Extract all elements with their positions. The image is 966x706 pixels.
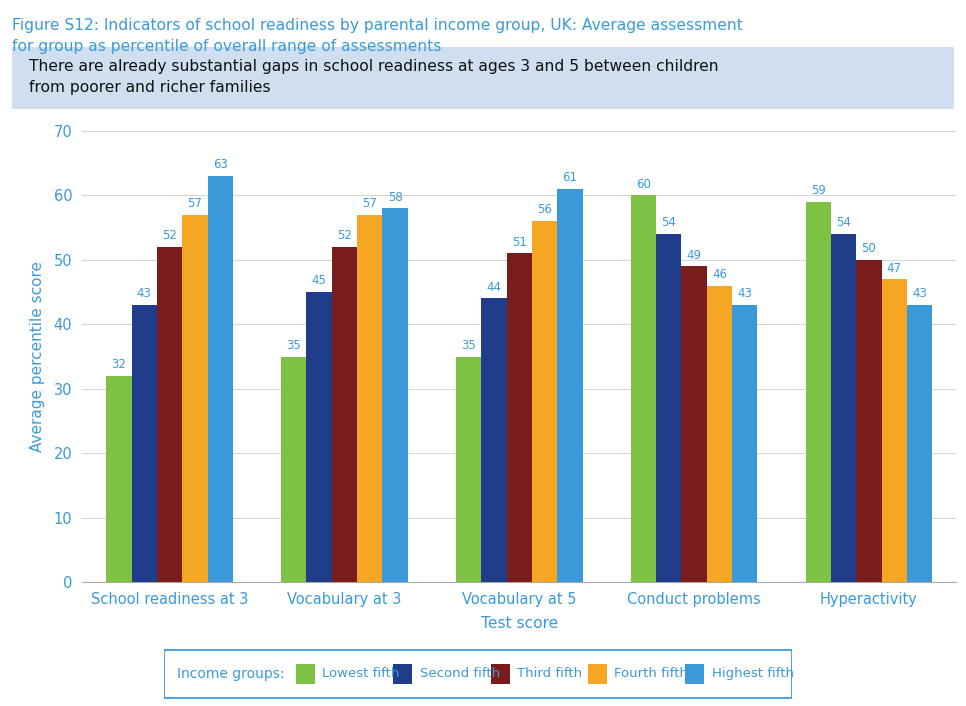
Bar [296, 664, 315, 684]
Text: 57: 57 [362, 197, 377, 210]
Bar [686, 664, 704, 684]
Text: 32: 32 [111, 359, 127, 371]
Bar [383, 208, 408, 582]
Bar [491, 664, 510, 684]
Bar [882, 279, 907, 582]
Bar [183, 215, 208, 582]
Text: Third fifth: Third fifth [517, 667, 582, 681]
Text: 50: 50 [862, 242, 876, 255]
Text: 60: 60 [636, 178, 651, 191]
Text: Fourth fifth: Fourth fifth [614, 667, 689, 681]
X-axis label: Test score: Test score [481, 616, 557, 630]
Bar [357, 215, 383, 582]
Bar [732, 305, 757, 582]
Text: Lowest fifth: Lowest fifth [323, 667, 400, 681]
Text: 52: 52 [337, 229, 352, 242]
Text: 43: 43 [737, 287, 753, 300]
Text: for group as percentile of overall range of assessments: for group as percentile of overall range… [12, 39, 440, 54]
Text: 35: 35 [461, 339, 476, 352]
Bar [856, 260, 882, 582]
Bar [557, 189, 582, 582]
Text: 52: 52 [162, 229, 177, 242]
Bar [306, 292, 331, 582]
Text: Figure S12: Indicators of school readiness by parental income group, UK: Average: Figure S12: Indicators of school readine… [12, 18, 742, 32]
Bar [506, 253, 532, 582]
Text: 59: 59 [810, 184, 826, 197]
Bar [456, 357, 481, 582]
Bar [656, 234, 681, 582]
Text: 49: 49 [687, 249, 701, 262]
Text: 63: 63 [213, 158, 228, 172]
Text: 43: 43 [912, 287, 927, 300]
Text: 46: 46 [712, 268, 727, 281]
Y-axis label: Average percentile score: Average percentile score [30, 261, 45, 452]
Bar [588, 664, 607, 684]
Bar [707, 285, 732, 582]
Bar [481, 299, 506, 582]
Bar [331, 247, 357, 582]
Bar [131, 305, 156, 582]
Text: 56: 56 [537, 203, 552, 217]
Text: 51: 51 [512, 236, 526, 249]
Bar [106, 376, 131, 582]
Text: 61: 61 [562, 171, 578, 184]
Text: 44: 44 [486, 281, 501, 294]
Text: 35: 35 [286, 339, 301, 352]
Bar [806, 202, 831, 582]
Text: 58: 58 [387, 191, 403, 203]
Bar [907, 305, 932, 582]
Text: Highest fifth: Highest fifth [712, 667, 794, 681]
Text: There are already substantial gaps in school readiness at ages 3 and 5 between c: There are already substantial gaps in sc… [29, 59, 718, 95]
Text: Second fifth: Second fifth [420, 667, 499, 681]
Text: 45: 45 [312, 275, 327, 287]
Text: 57: 57 [187, 197, 202, 210]
Bar [281, 357, 306, 582]
Bar [831, 234, 856, 582]
Bar [208, 176, 233, 582]
Bar [532, 221, 557, 582]
Bar [156, 247, 183, 582]
Text: 47: 47 [887, 261, 902, 275]
Bar [393, 664, 412, 684]
Text: 43: 43 [137, 287, 152, 300]
Text: 54: 54 [662, 216, 676, 229]
Text: Income groups:: Income groups: [177, 667, 284, 681]
Bar [631, 195, 656, 582]
Bar [681, 266, 707, 582]
Text: 54: 54 [837, 216, 851, 229]
